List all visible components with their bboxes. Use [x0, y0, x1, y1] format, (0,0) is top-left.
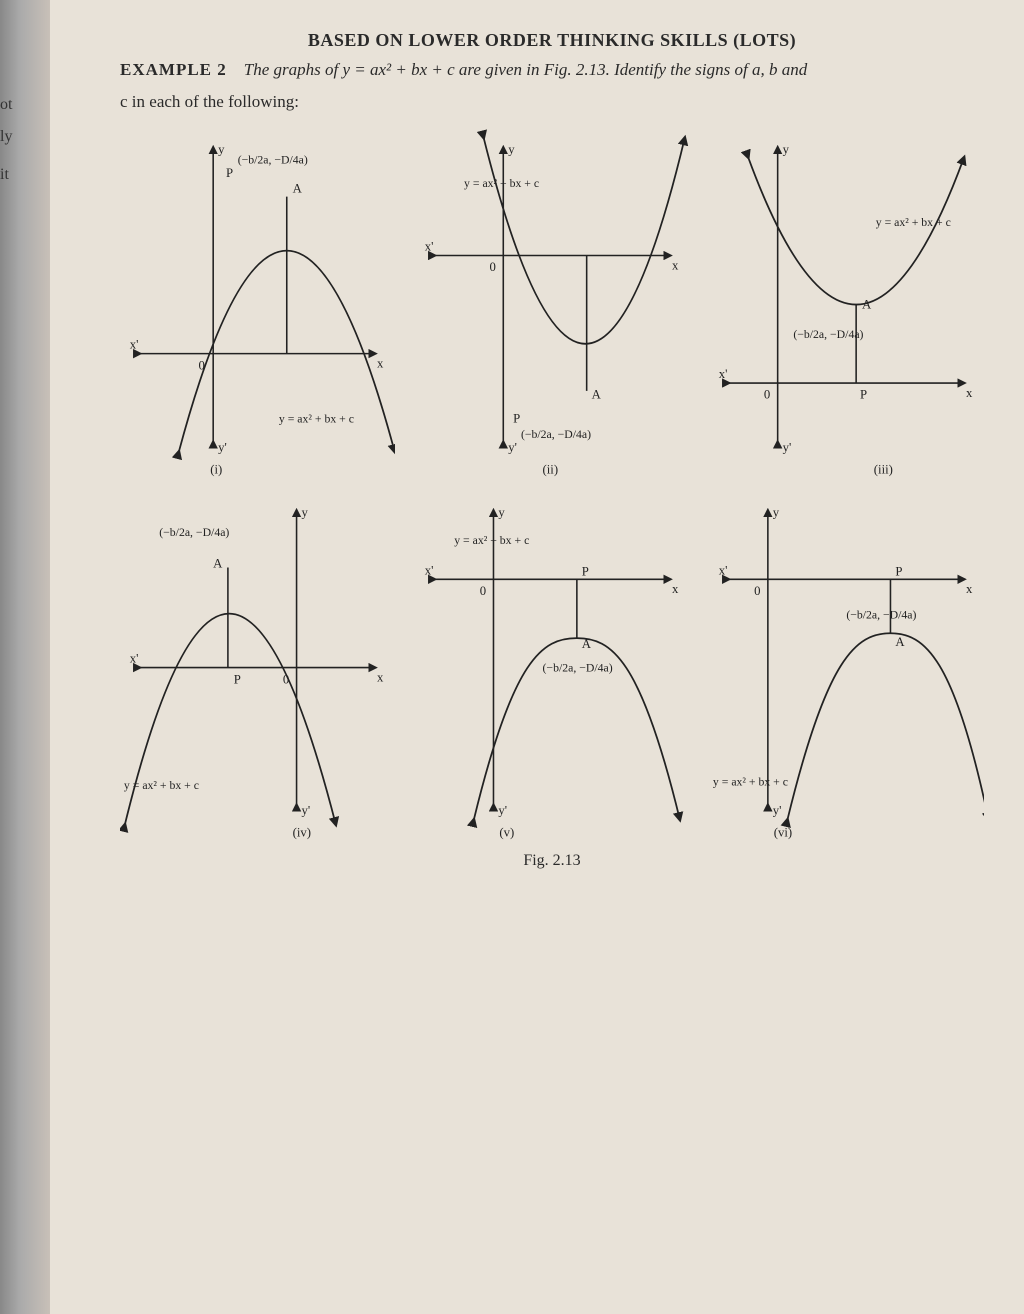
svg-text:x': x' — [130, 652, 139, 666]
page-body: BASED ON LOWER ORDER THINKING SKILLS (LO… — [50, 0, 1024, 1314]
svg-text:P: P — [896, 564, 903, 578]
graph-vi: x' x y y' 0 A P (−b/2a, −D/4a) y = ax² +… — [709, 491, 984, 844]
graph-iii: x' x y y' 0 A P (−b/2a, −D/4a) y = ax² +… — [709, 128, 984, 481]
svg-text:0: 0 — [479, 584, 485, 598]
A-label: A — [293, 182, 303, 196]
svg-text:x': x' — [719, 564, 728, 578]
svg-text:(vi): (vi) — [774, 825, 792, 839]
svg-text:x: x — [966, 386, 973, 400]
svg-text:(−b/2a, −D/4a): (−b/2a, −D/4a) — [159, 526, 229, 539]
figure-caption: Fig. 2.13 — [120, 852, 984, 870]
svg-text:y = ax² + bx + c: y = ax² + bx + c — [454, 534, 529, 547]
svg-text:0: 0 — [764, 388, 770, 402]
example-text-prefix: The graphs of — [244, 60, 343, 79]
margin-fragment: ot — [0, 96, 12, 114]
svg-text:(iii): (iii) — [874, 462, 893, 476]
svg-text:0: 0 — [283, 672, 289, 686]
svg-text:x: x — [377, 670, 384, 684]
svg-text:y': y' — [508, 441, 517, 455]
page-shadow — [0, 0, 50, 1314]
svg-text:x': x' — [719, 367, 728, 381]
svg-text:y': y' — [783, 441, 792, 455]
svg-text:y: y — [498, 506, 505, 520]
example-text-line2: c in each of the following: — [120, 89, 984, 115]
svg-text:P: P — [513, 411, 520, 425]
svg-text:(−b/2a, −D/4a): (−b/2a, −D/4a) — [542, 662, 612, 675]
svg-text:A: A — [862, 297, 872, 311]
svg-text:x: x — [672, 582, 679, 596]
svg-text:(−b/2a, −D/4a): (−b/2a, −D/4a) — [521, 428, 591, 441]
svg-text:y = ax² + bx + c: y = ax² + bx + c — [713, 775, 788, 788]
svg-text:y = ax² + bx + c: y = ax² + bx + c — [124, 779, 199, 792]
svg-text:(v): (v) — [499, 825, 514, 839]
svg-text:y: y — [773, 506, 780, 520]
svg-text:P: P — [234, 672, 241, 686]
graph-ii: x' x y y' 0 A P (−b/2a, −D/4a) y = ax² +… — [415, 128, 690, 481]
svg-text:y': y' — [498, 804, 507, 818]
graph-iv: x' x y y' 0 A P (−b/2a, −D/4a) y = ax² +… — [120, 491, 395, 844]
example-label: EXAMPLE 2 — [120, 60, 227, 79]
example-text-mid: are given in Fig. 2.13. Identify the sig… — [459, 60, 807, 79]
y-neg-label: y' — [218, 441, 227, 455]
svg-text:(−b/2a, −D/4a): (−b/2a, −D/4a) — [847, 609, 917, 622]
svg-text:y: y — [301, 506, 308, 520]
svg-text:P: P — [581, 565, 588, 579]
svg-text:A: A — [581, 637, 591, 651]
margin-fragment: ly — [0, 128, 12, 146]
P-label: P — [226, 166, 233, 180]
svg-text:y: y — [783, 143, 790, 157]
svg-text:A: A — [896, 635, 906, 649]
svg-text:y': y' — [301, 804, 310, 818]
svg-text:y = ax² + bx + c: y = ax² + bx + c — [876, 216, 951, 229]
svg-text:(iv): (iv) — [293, 825, 311, 839]
svg-text:y = ax² + bx + c: y = ax² + bx + c — [464, 177, 539, 190]
curve-eq: y = ax² + bx + c — [279, 412, 354, 425]
svg-text:x: x — [672, 258, 679, 272]
section-header: BASED ON LOWER ORDER THINKING SKILLS (LO… — [120, 30, 984, 51]
vertex-label: (−b/2a, −D/4a) — [238, 153, 308, 166]
svg-text:(ii): (ii) — [542, 462, 558, 476]
svg-text:x': x' — [424, 564, 433, 578]
x-neg-label: x' — [130, 338, 139, 352]
margin-fragment: it — [0, 166, 9, 184]
svg-text:P: P — [860, 388, 867, 402]
svg-text:x: x — [966, 582, 973, 596]
origin-label: 0 — [198, 358, 204, 372]
graph-i: x' x y y' 0 A P (−b/2a, −D/4a) y = ax² +… — [120, 128, 395, 481]
svg-text:y': y' — [773, 804, 782, 818]
svg-text:A: A — [591, 388, 601, 402]
svg-text:0: 0 — [489, 260, 495, 274]
example-prompt: EXAMPLE 2 The graphs of y = ax² + bx + c… — [120, 57, 984, 83]
svg-text:x': x' — [424, 240, 433, 254]
graphs-grid: x' x y y' 0 A P (−b/2a, −D/4a) y = ax² +… — [120, 128, 984, 844]
svg-text:(−b/2a, −D/4a): (−b/2a, −D/4a) — [794, 328, 864, 341]
svg-text:y: y — [508, 143, 515, 157]
roman-i: (i) — [210, 462, 222, 476]
y-pos-label: y — [218, 143, 225, 157]
example-equation: y = ax² + bx + c — [342, 60, 454, 79]
svg-text:A: A — [213, 557, 223, 571]
graph-v: x' x y y' 0 A P (−b/2a, −D/4a) y = ax² +… — [415, 491, 690, 844]
x-pos-label: x — [377, 356, 384, 370]
svg-text:0: 0 — [754, 584, 760, 598]
